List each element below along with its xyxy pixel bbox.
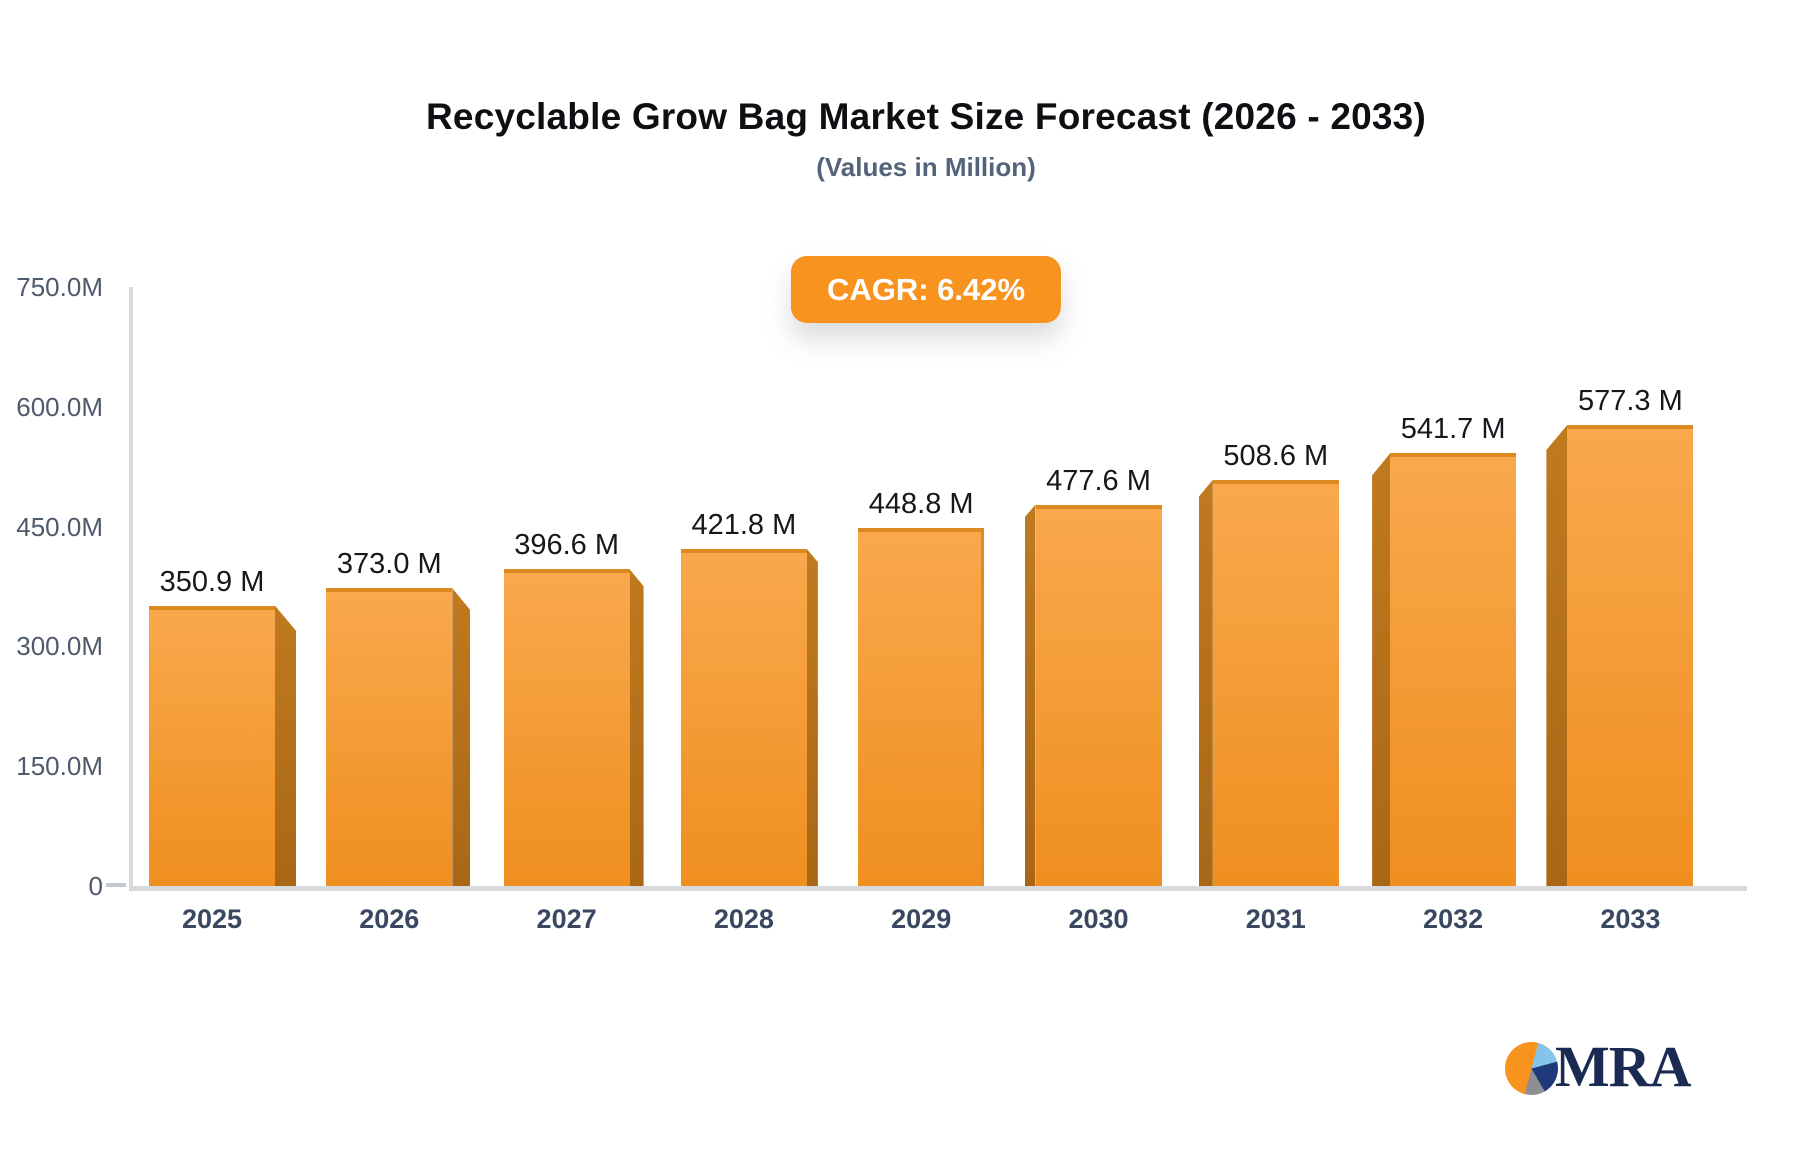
bar-side-face — [275, 605, 296, 886]
page-title: Recyclable Grow Bag Market Size Forecast… — [426, 96, 1426, 137]
bar — [1567, 424, 1694, 886]
bar — [503, 569, 630, 886]
bar-side-face — [629, 569, 644, 886]
x-axis-tick-label: 2029 — [891, 904, 952, 934]
cagr-badge: CAGR: 6.42% — [790, 256, 1062, 323]
bar — [1035, 504, 1162, 886]
bar-value-label: 508.6 M — [1223, 439, 1329, 472]
brand-logo: MRA — [1505, 1034, 1715, 1099]
bar — [149, 605, 275, 886]
y-axis-tick-label: 0 — [88, 871, 103, 901]
y-axis-tick-label: 300.0M — [16, 631, 103, 662]
x-axis-tick-label: 2027 — [536, 904, 597, 934]
y-axis-tick-label: 150.0M — [16, 751, 103, 782]
bar-value-label: 477.6 M — [1046, 464, 1151, 497]
y-axis-tick-label: 750.0M — [16, 272, 103, 302]
x-axis-tick-label: 2031 — [1245, 904, 1306, 934]
x-axis-tick-label: 2033 — [1600, 904, 1661, 934]
bar-side-face — [1024, 504, 1036, 886]
plot-area — [129, 287, 1747, 891]
x-axis-tick-label: 2030 — [1068, 904, 1129, 934]
logo-text: MRA — [1555, 1034, 1692, 1099]
bar-value-label: 541.7 M — [1400, 413, 1506, 446]
zero-tick-mark — [106, 883, 126, 887]
bar-value-label: 396.6 M — [514, 529, 619, 562]
bar-side-face — [452, 588, 471, 886]
x-axis-tick-label: 2032 — [1423, 904, 1484, 934]
bar — [1390, 453, 1517, 886]
bar — [1212, 479, 1339, 886]
y-axis-tick-label: 450.0M — [16, 511, 103, 542]
x-axis-tick-label: 2025 — [181, 904, 243, 934]
bar-value-label: 577.3 M — [1577, 384, 1683, 417]
bar — [680, 549, 807, 886]
bar-value-label: 373.0 M — [336, 548, 442, 581]
y-axis-tick-label: 600.0M — [16, 391, 103, 422]
bar-side-face — [806, 549, 818, 886]
bar-side-face — [1198, 479, 1213, 886]
pie-chart-logo-icon — [1505, 1042, 1558, 1095]
x-axis-tick-label: 2026 — [359, 904, 420, 934]
bar — [858, 527, 985, 886]
bar-value-label: 350.9 M — [159, 565, 265, 598]
page-subtitle: (Values in Million) — [816, 152, 1036, 182]
bar-side-face — [1546, 424, 1568, 886]
bar-value-label: 448.8 M — [868, 487, 974, 520]
bar — [326, 588, 453, 886]
bar-value-label: 421.8 M — [691, 509, 797, 542]
bar-side-face — [1372, 453, 1391, 886]
x-axis-tick-label: 2028 — [713, 904, 774, 934]
